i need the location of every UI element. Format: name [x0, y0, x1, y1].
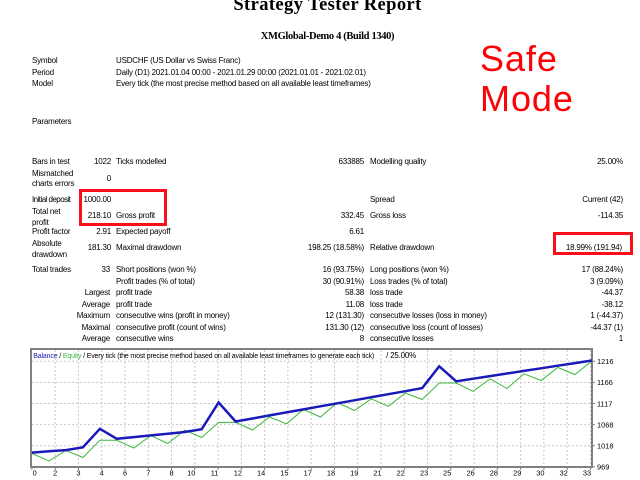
svg-text:23: 23 — [420, 469, 428, 478]
svg-text:15: 15 — [280, 469, 288, 478]
svg-text:12: 12 — [234, 469, 242, 478]
svg-text:1216: 1216 — [597, 357, 613, 366]
svg-text:32: 32 — [560, 469, 568, 478]
svg-text:1068: 1068 — [597, 420, 613, 429]
svg-text:17: 17 — [304, 469, 312, 478]
svg-text:30: 30 — [536, 469, 544, 478]
svg-text:18: 18 — [327, 469, 335, 478]
svg-text:8: 8 — [169, 469, 173, 478]
svg-text:14: 14 — [257, 469, 265, 478]
svg-text:33: 33 — [583, 469, 591, 478]
svg-text:0: 0 — [33, 469, 37, 478]
svg-text:6: 6 — [123, 469, 127, 478]
svg-text:29: 29 — [513, 469, 521, 478]
svg-text:1018: 1018 — [597, 442, 613, 451]
svg-text:7: 7 — [146, 469, 150, 478]
svg-text:1166: 1166 — [597, 378, 613, 387]
svg-text:25: 25 — [443, 469, 451, 478]
svg-text:4: 4 — [100, 469, 104, 478]
svg-text:2: 2 — [53, 469, 57, 478]
svg-text:3: 3 — [76, 469, 80, 478]
svg-text:1117: 1117 — [597, 399, 612, 408]
svg-text:26: 26 — [466, 469, 474, 478]
svg-text:19: 19 — [350, 469, 358, 478]
svg-text:21: 21 — [373, 469, 381, 478]
svg-text:969: 969 — [597, 463, 609, 472]
svg-text:11: 11 — [211, 469, 219, 478]
svg-text:22: 22 — [397, 469, 405, 478]
svg-text:10: 10 — [187, 469, 195, 478]
svg-text:28: 28 — [490, 469, 498, 478]
